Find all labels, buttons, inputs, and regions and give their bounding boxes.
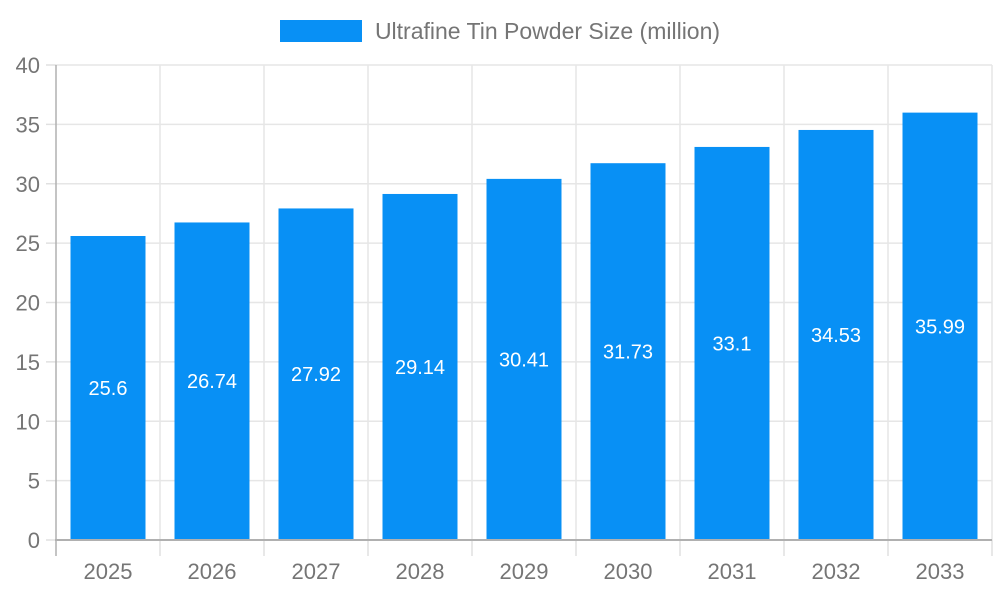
bar-value-label: 34.53 [811,325,861,347]
bar-value-label: 27.92 [291,364,341,386]
legend-label: Ultrafine Tin Powder Size (million) [374,18,721,44]
bar[interactable] [486,178,562,540]
bar[interactable] [798,129,874,541]
bar[interactable] [174,222,250,540]
y-axis-label: 30 [16,172,40,197]
x-axis-label: 2029 [500,559,549,584]
bar-value-label: 26.74 [187,371,237,393]
bar[interactable] [278,208,354,540]
x-axis-label: 2025 [84,559,133,584]
bar[interactable] [694,146,770,540]
bar[interactable] [382,193,458,540]
y-axis-label: 5 [28,469,40,494]
x-axis-label: 2030 [604,559,653,584]
y-axis-label: 10 [16,409,40,434]
x-axis-label: 2027 [292,559,341,584]
y-axis-label: 20 [16,291,40,316]
bar-value-label: 25.6 [89,378,128,400]
bar-value-label: 29.14 [395,357,445,379]
legend-item[interactable]: Ultrafine Tin Powder Size (million) [0,17,1000,45]
x-axis-label: 2026 [188,559,237,584]
x-axis-label: 2032 [812,559,861,584]
x-axis-label: 2033 [916,559,965,584]
y-axis-label: 15 [16,350,40,375]
y-axis-label: 35 [16,112,40,137]
legend-swatch [279,20,362,42]
bar[interactable] [590,163,666,541]
bar-value-label: 31.73 [603,342,653,364]
x-axis-label: 2031 [708,559,757,584]
y-axis-label: 0 [28,528,40,553]
bar[interactable] [902,112,978,541]
y-axis-label: 25 [16,231,40,256]
bar[interactable] [70,236,146,540]
x-axis-label: 2028 [396,559,445,584]
bar-value-label: 30.41 [499,349,549,371]
bar-value-label: 33.1 [713,333,752,355]
bar-value-label: 35.99 [915,316,965,338]
y-axis-label: 40 [16,53,40,78]
